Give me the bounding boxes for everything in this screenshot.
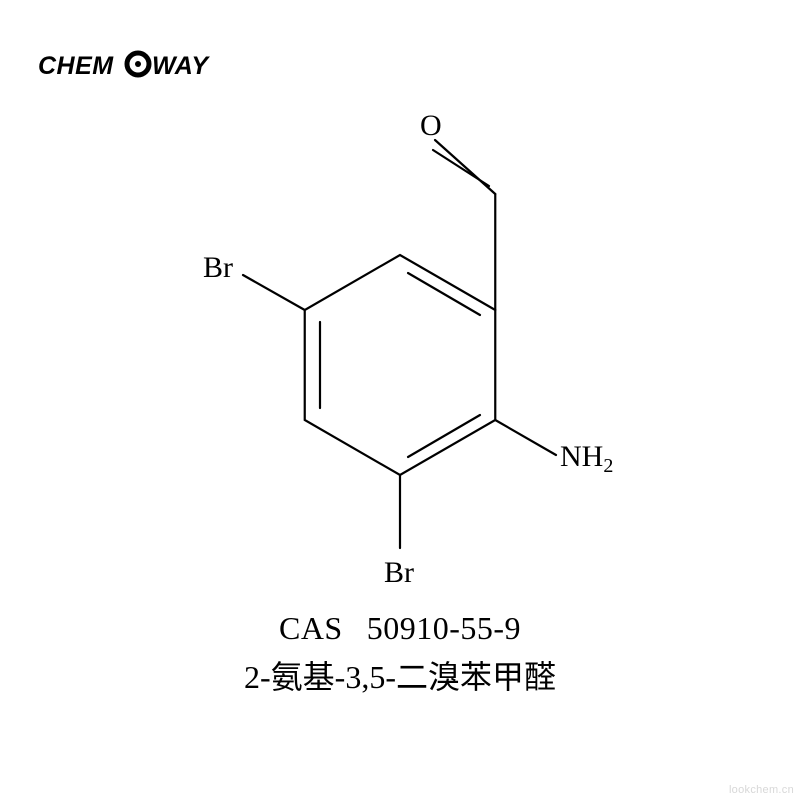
watermark: lookchem.cn: [729, 784, 794, 796]
compound-name: 2-氨基-3,5-二溴苯甲醛: [0, 652, 800, 698]
br-bottom-label: Br: [384, 556, 414, 589]
o-label: O: [420, 109, 442, 142]
cas-number: 50910-55-9: [367, 610, 521, 646]
page: CHEM WAY: [0, 0, 800, 800]
cas-line: CAS 50910-55-9: [0, 610, 800, 647]
br-left-label: Br: [203, 251, 233, 284]
cas-prefix: CAS: [279, 610, 343, 646]
nh2-label: NH2: [560, 440, 613, 477]
